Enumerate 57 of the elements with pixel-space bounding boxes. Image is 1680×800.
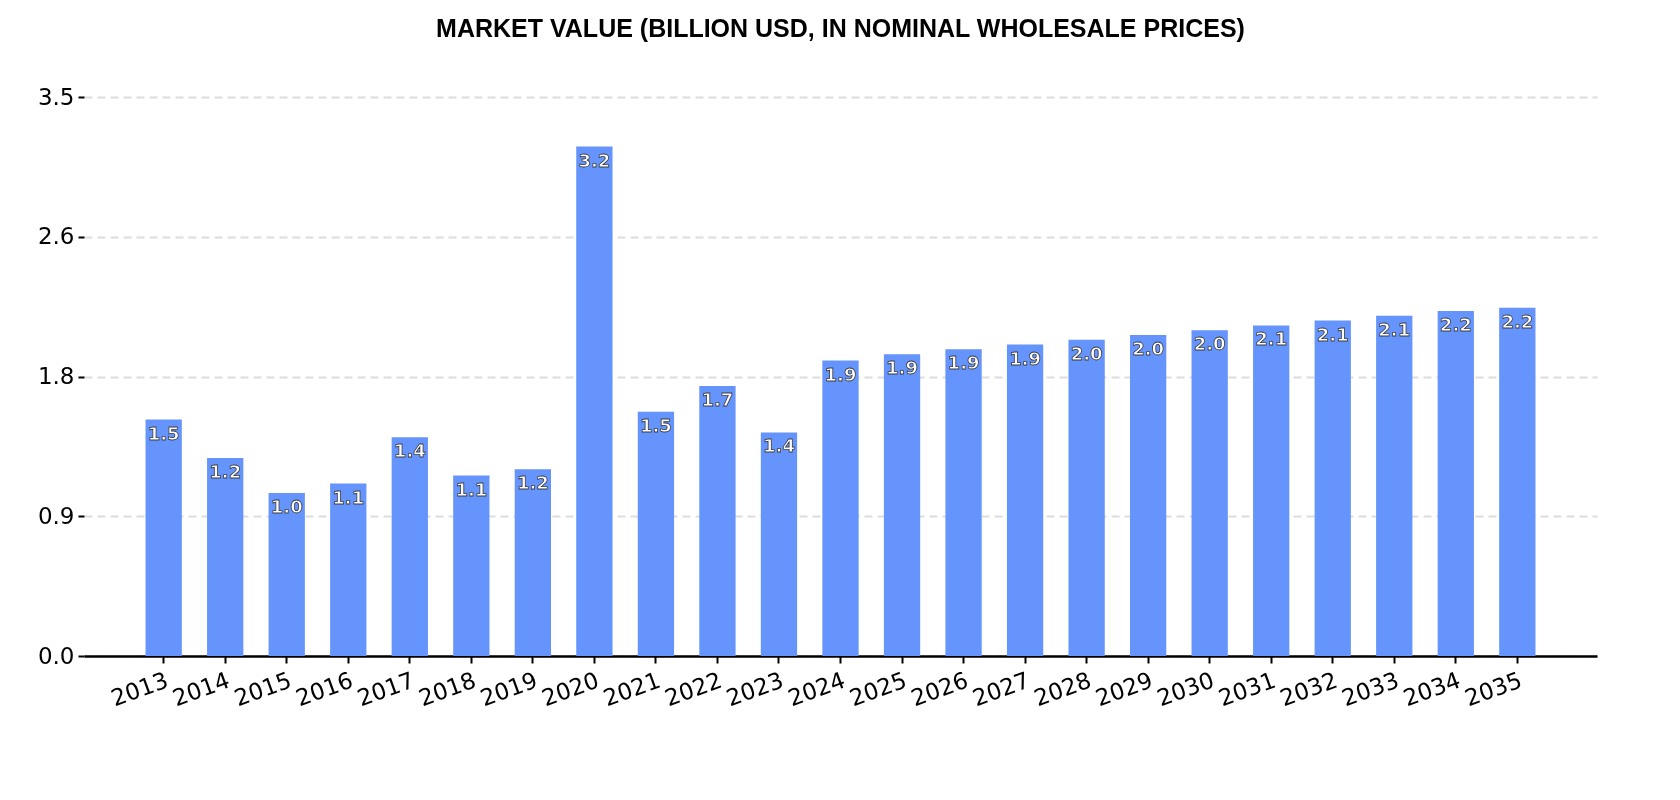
- bar: [822, 360, 859, 656]
- x-tick-label: 2027: [969, 666, 1033, 712]
- bar: [1314, 320, 1351, 656]
- x-tick-label: 2026: [907, 666, 972, 712]
- bar: [945, 349, 982, 656]
- data-label: 1.9: [886, 357, 918, 379]
- data-label: 1.5: [147, 422, 180, 444]
- data-label: 1.1: [332, 486, 365, 508]
- bar: [1437, 311, 1474, 656]
- bar: [330, 483, 367, 656]
- data-label: 1.2: [209, 460, 242, 482]
- data-label: 2.0: [1070, 342, 1103, 364]
- data-label: 1.0: [270, 496, 303, 518]
- bar: [760, 432, 798, 656]
- data-label: 2.0: [1132, 337, 1165, 359]
- bar: [514, 469, 552, 656]
- x-tick-label: 2028: [1030, 666, 1095, 712]
- data-label: 1.4: [763, 435, 795, 457]
- bar: [1006, 344, 1044, 656]
- data-label: 1.9: [824, 363, 857, 385]
- bar: [637, 411, 675, 656]
- data-label: 2.1: [1316, 323, 1349, 345]
- chart-title: MARKET VALUE (BILLION USD, IN NOMINAL WHOLESALE PRICES): [436, 14, 1245, 42]
- data-label: 1.4: [393, 440, 426, 462]
- bar: [1129, 334, 1167, 656]
- bar: [1068, 339, 1105, 656]
- y-tick-label: 1.8: [37, 363, 75, 389]
- bar: [1191, 330, 1228, 656]
- y-tick-label: 0.0: [37, 642, 75, 669]
- data-label: 1.9: [1009, 347, 1042, 369]
- bar: [207, 457, 244, 656]
- data-label: 1.9: [947, 352, 980, 374]
- x-tick-label: 2013: [107, 666, 172, 712]
- bar: [391, 437, 428, 656]
- bar: [1253, 325, 1290, 656]
- bar: [699, 386, 736, 656]
- bar: [576, 146, 613, 656]
- data-label: 2.2: [1439, 314, 1472, 336]
- x-tick-label: 2035: [1461, 666, 1526, 712]
- bar: [883, 354, 921, 656]
- data-label: 1.1: [455, 478, 488, 500]
- y-tick-label: 0.9: [37, 502, 75, 529]
- bar: [145, 419, 182, 656]
- bar: [1376, 315, 1413, 656]
- bar: [1499, 307, 1536, 656]
- y-tick-label: 2.6: [37, 223, 75, 250]
- bar: [268, 493, 305, 656]
- data-label: 1.7: [701, 389, 734, 411]
- data-label: 2.1: [1255, 328, 1288, 350]
- data-label: 2.0: [1193, 333, 1226, 355]
- data-label: 1.2: [516, 472, 549, 494]
- data-label: 3.2: [578, 149, 611, 171]
- bar: [453, 475, 490, 656]
- data-label: 1.5: [639, 414, 672, 436]
- y-tick-label: 3.5: [37, 83, 75, 110]
- data-label: 2.2: [1501, 310, 1534, 332]
- data-label: 2.1: [1378, 318, 1411, 340]
